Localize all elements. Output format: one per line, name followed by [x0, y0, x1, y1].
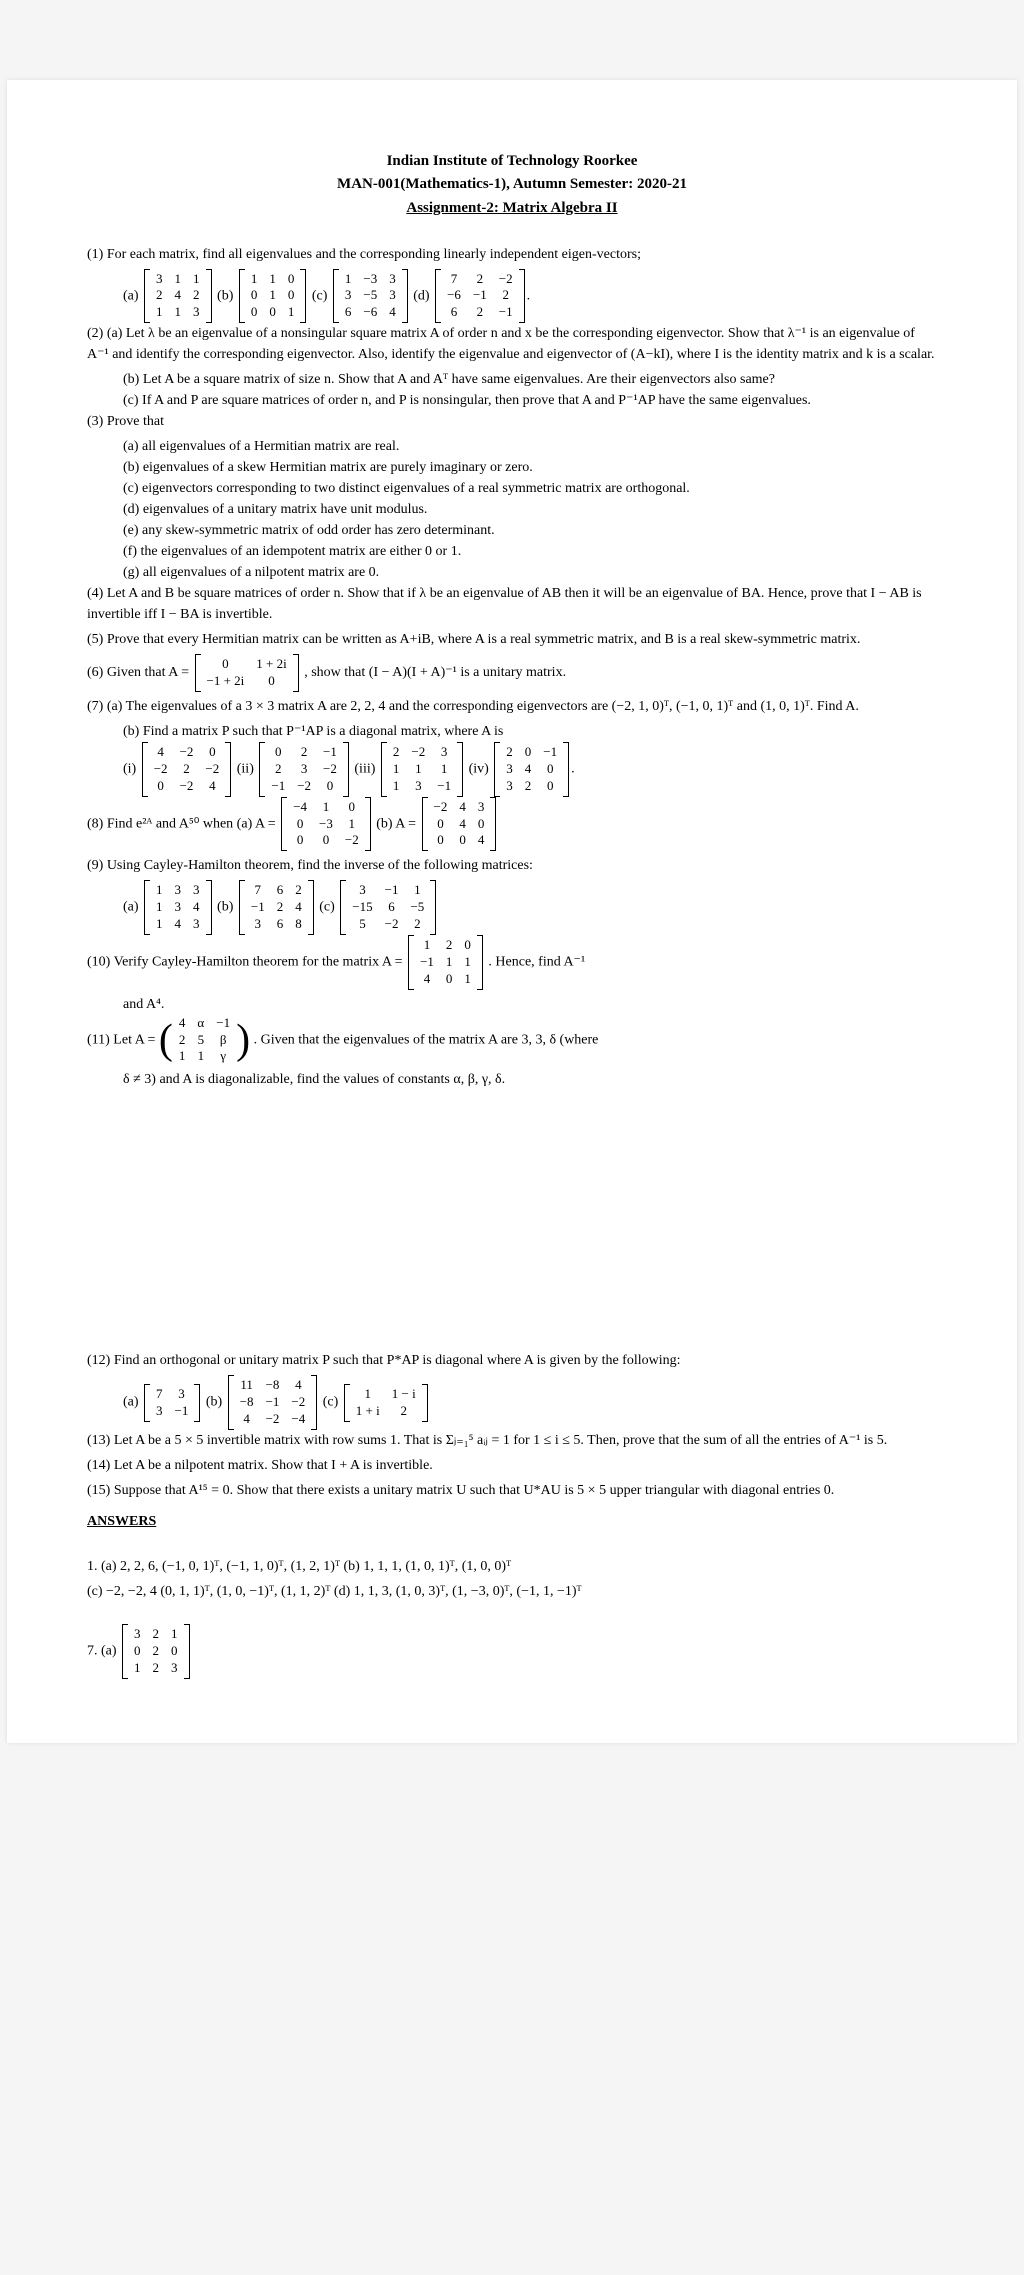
course-line: MAN-001(Mathematics-1), Autumn Semester:…: [87, 173, 937, 196]
q8-matrix-a: −410 0−31 00−2: [281, 797, 371, 852]
q7-matrix-i: 4−20 −22−2 0−24: [142, 742, 232, 797]
q12-a-label: (a): [123, 1395, 139, 1410]
q2-a-text: Let λ be an eigenvalue of a nonsingular …: [87, 326, 935, 362]
ans7-matrix: 321 020 123: [122, 1624, 190, 1679]
q1-matrix-d: 72−2 −6−12 62−1: [435, 269, 525, 324]
assignment-title: Assignment-2: Matrix Algebra II: [87, 197, 937, 220]
q1-a-label: (a): [123, 288, 139, 303]
q7-matrix-ii: 02−1 23−2 −1−20: [259, 742, 349, 797]
q3-f: (f) the eigenvalues of an idempotent mat…: [123, 541, 937, 562]
q12-matrix-b: 11−84 −8−1−2 4−2−4: [228, 1375, 318, 1430]
q12-matrix-a: 73 3−1: [144, 1384, 200, 1422]
q1-text: (1) For each matrix, find all eigenvalue…: [87, 244, 937, 265]
q3-lead: (3) Prove that: [87, 411, 937, 432]
q8: (8) Find e²ᴬ and A⁵⁰ when (a) A = −410 0…: [87, 797, 937, 852]
q8-lead: (8) Find e²ᴬ and A⁵⁰ when (a) A =: [87, 816, 279, 831]
q8-matrix-b: −243 040 004: [422, 797, 497, 852]
q7-matrices: (i) 4−20 −22−2 0−24 (ii) 02−1 23−2 −1−20…: [123, 742, 937, 797]
q6-tail: , show that (I − A)(I + A)⁻¹ is a unitar…: [304, 665, 566, 680]
q1-d-label: (d): [413, 288, 429, 303]
q3-a: (a) all eigenvalues of a Hermitian matri…: [123, 436, 937, 457]
q11-tail2: δ ≠ 3) and A is diagonalizable, find the…: [123, 1069, 937, 1090]
ans7-lead: 7. (a): [87, 1644, 117, 1659]
q9-matrix-c: 3−11 −156−5 5−22: [340, 880, 436, 935]
q3-c: (c) eigenvectors corresponding to two di…: [123, 478, 937, 499]
q7-matrix-iii: 2−23 111 13−1: [381, 742, 463, 797]
q10: (10) Verify Cayley-Hamilton theorem for …: [87, 935, 937, 990]
q9-lead: (9) Using Cayley-Hamilton theorem, find …: [87, 855, 937, 876]
q9-matrices: (a) 133 134 143 (b) 762 −124 368 (c) 3−1…: [123, 880, 937, 935]
header: Indian Institute of Technology Roorkee M…: [87, 150, 937, 220]
q12-c-label: (c): [323, 1395, 339, 1410]
q14: (14) Let A be a nilpotent matrix. Show t…: [87, 1455, 937, 1476]
answers-heading: ANSWERS: [87, 1511, 937, 1532]
q7-iv-label: (iv): [469, 762, 489, 777]
q12-lead: (12) Find an orthogonal or unitary matri…: [87, 1350, 937, 1371]
q7-iii-label: (iii): [354, 762, 375, 777]
ans1-c: (c) −2, −2, 4 (0, 1, 1)ᵀ, (1, 0, −1)ᵀ, (…: [87, 1581, 937, 1602]
q7-a: (7) (a) The eigenvalues of a 3 × 3 matri…: [87, 696, 937, 717]
q2-a: (2) (a) Let λ be an eigenvalue of a nons…: [87, 323, 937, 365]
q9-c-label: (c): [319, 900, 335, 915]
q3-g: (g) all eigenvalues of a nilpotent matri…: [123, 562, 937, 583]
q10-matrix: 120 −111 401: [408, 935, 483, 990]
q13: (13) Let A be a 5 × 5 invertible matrix …: [87, 1430, 937, 1451]
q1-matrix-c: 1−33 3−53 6−64: [333, 269, 408, 324]
q1-b-label: (b): [217, 288, 233, 303]
q12-matrices: (a) 73 3−1 (b) 11−84 −8−1−2 4−2−4 (c) 11…: [123, 1375, 937, 1430]
q1-matrices: (a) 311 242 113 (b) 110 010 001 (c) 1−33…: [123, 269, 937, 324]
q3-e: (e) any skew-symmetric matrix of odd ord…: [123, 520, 937, 541]
q7-period: .: [571, 762, 575, 777]
q9-matrix-a: 133 134 143: [144, 880, 212, 935]
q7-b-lead: (b) Find a matrix P such that P⁻¹AP is a…: [123, 721, 937, 742]
q3-d: (d) eigenvalues of a unitary matrix have…: [123, 499, 937, 520]
q10-tail2: and A⁴.: [123, 994, 937, 1015]
q11-matrix: ( 4α−1 25β 11γ ): [159, 1015, 250, 1066]
q6-lead: (6) Given that A =: [87, 665, 193, 680]
q9-a-label: (a): [123, 900, 139, 915]
q8-mid: (b) A =: [376, 816, 419, 831]
q12-b-label: (b): [206, 1395, 222, 1410]
q10-tail: . Hence, find A⁻¹: [488, 955, 585, 970]
q11-lead: (11) Let A =: [87, 1032, 159, 1047]
q1-period: .: [527, 288, 531, 303]
ans7: 7. (a) 321 020 123: [87, 1624, 937, 1679]
q1-matrix-b: 110 010 001: [239, 269, 307, 324]
institute-name: Indian Institute of Technology Roorkee: [87, 150, 937, 173]
q6: (6) Given that A = 01 + 2i −1 + 2i0 , sh…: [87, 654, 937, 692]
q11-tail: . Given that the eigenvalues of the matr…: [254, 1032, 599, 1047]
q2-a-lead: (2) (a): [87, 326, 126, 341]
page-2-content: (12) Find an orthogonal or unitary matri…: [87, 1350, 937, 1678]
document-page: Indian Institute of Technology Roorkee M…: [7, 80, 1017, 1743]
q2-b: (b) Let A be a square matrix of size n. …: [123, 369, 937, 390]
ans1-a: 1. (a) 2, 2, 6, (−1, 0, 1)ᵀ, (−1, 1, 0)ᵀ…: [87, 1556, 937, 1577]
q2-c: (c) If A and P are square matrices of or…: [123, 390, 937, 411]
q1-matrix-a: 311 242 113: [144, 269, 212, 324]
q3-b: (b) eigenvalues of a skew Hermitian matr…: [123, 457, 937, 478]
q11: (11) Let A = ( 4α−1 25β 11γ ) . Given th…: [87, 1015, 937, 1066]
q15: (15) Suppose that A¹⁵ = 0. Show that the…: [87, 1480, 937, 1501]
q1-c-label: (c): [312, 288, 328, 303]
q9-matrix-b: 762 −124 368: [239, 880, 314, 935]
q12-matrix-c: 11 − i 1 + i2: [344, 1384, 428, 1422]
q6-matrix: 01 + 2i −1 + 2i0: [195, 654, 299, 692]
q4: (4) Let A and B be square matrices of or…: [87, 583, 937, 625]
q5: (5) Prove that every Hermitian matrix ca…: [87, 629, 937, 650]
q10-lead: (10) Verify Cayley-Hamilton theorem for …: [87, 955, 406, 970]
q7-i-label: (i): [123, 762, 136, 777]
q7-matrix-iv: 20−1 340 320: [494, 742, 569, 797]
q9-b-label: (b): [217, 900, 233, 915]
q7-ii-label: (ii): [237, 762, 254, 777]
